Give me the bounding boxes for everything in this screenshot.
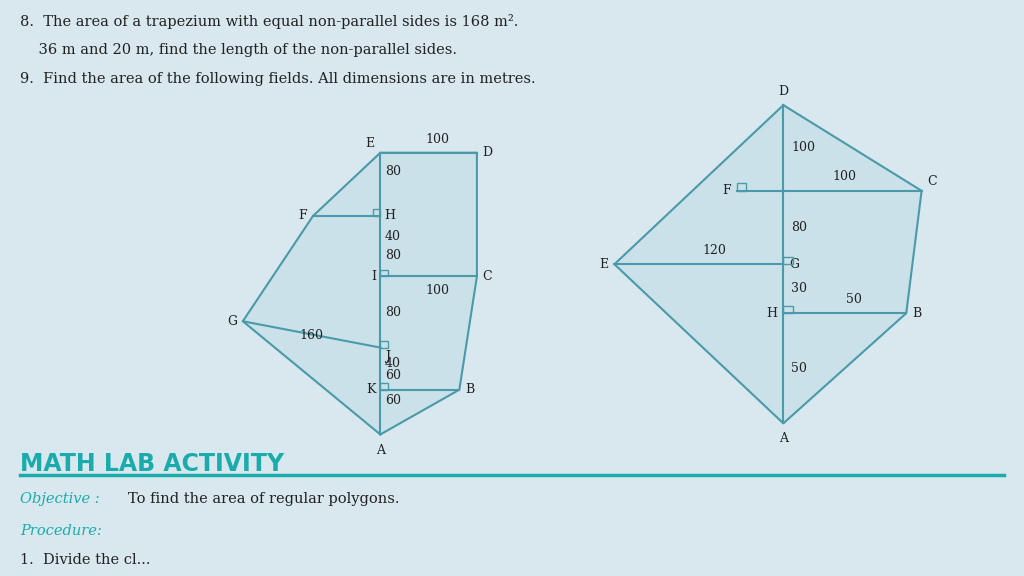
Text: 60: 60 — [385, 369, 400, 382]
Text: F: F — [299, 210, 307, 222]
Text: 120: 120 — [702, 244, 726, 257]
Text: G: G — [227, 314, 237, 328]
Text: H: H — [766, 306, 777, 320]
Text: 50: 50 — [791, 362, 807, 375]
Text: Procedure:: Procedure: — [20, 524, 102, 538]
Text: I: I — [371, 270, 376, 283]
Text: Objective :: Objective : — [20, 492, 104, 506]
Text: H: H — [385, 210, 395, 222]
Polygon shape — [243, 153, 477, 434]
Text: 80: 80 — [385, 305, 400, 319]
Text: 100: 100 — [791, 142, 815, 154]
Text: 80: 80 — [791, 221, 807, 234]
Text: MATH LAB ACTIVITY: MATH LAB ACTIVITY — [20, 452, 285, 476]
Text: G: G — [790, 257, 800, 271]
Text: C: C — [928, 175, 937, 188]
Text: A: A — [779, 432, 787, 445]
Text: A: A — [376, 444, 385, 457]
Text: 50: 50 — [846, 293, 862, 306]
Text: 8.  The area of a trapezium with equal non-parallel sides is 168 m².: 8. The area of a trapezium with equal no… — [20, 14, 519, 29]
Text: E: E — [366, 137, 375, 150]
Text: K: K — [367, 383, 376, 396]
Text: B: B — [912, 306, 922, 320]
Text: 80: 80 — [385, 249, 400, 262]
Text: 1.  Divide the cl...: 1. Divide the cl... — [20, 553, 151, 567]
Polygon shape — [614, 105, 922, 423]
Text: C: C — [482, 270, 493, 283]
Text: 100: 100 — [833, 170, 857, 183]
Text: 36 m and 20 m, find the length of the non-parallel sides.: 36 m and 20 m, find the length of the no… — [20, 43, 458, 57]
Text: 100: 100 — [425, 133, 450, 146]
Text: 40: 40 — [385, 357, 400, 370]
Text: To find the area of regular polygons.: To find the area of regular polygons. — [128, 492, 399, 506]
Text: 100: 100 — [425, 285, 450, 297]
Text: 9.  Find the area of the following fields. All dimensions are in metres.: 9. Find the area of the following fields… — [20, 72, 537, 86]
Text: J: J — [385, 350, 390, 363]
Text: 60: 60 — [385, 393, 400, 407]
Text: B: B — [465, 383, 474, 396]
Text: F: F — [723, 184, 731, 198]
Text: 160: 160 — [300, 329, 324, 342]
Text: 40: 40 — [385, 230, 400, 244]
Text: 80: 80 — [385, 165, 400, 177]
Text: E: E — [599, 257, 608, 271]
Text: D: D — [778, 85, 788, 98]
Text: 30: 30 — [791, 282, 807, 295]
Text: D: D — [482, 146, 493, 159]
